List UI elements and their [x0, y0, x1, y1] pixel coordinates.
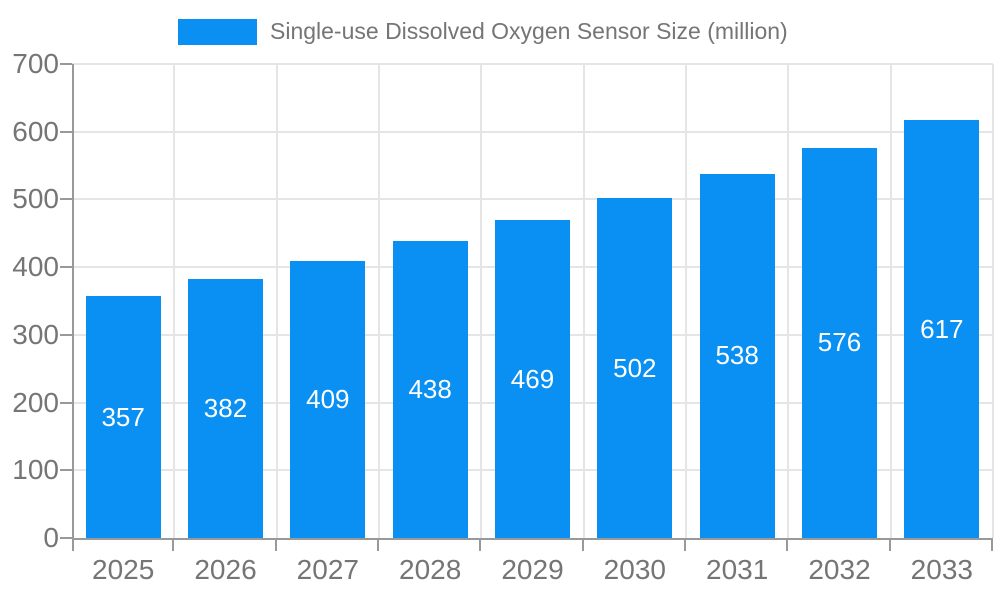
- bar-value-label: 382: [203, 393, 248, 424]
- legend-swatch[interactable]: [178, 18, 257, 45]
- x-axis-line: [72, 538, 993, 540]
- y-axis-label: 200: [12, 386, 59, 418]
- bar-value-label: 617: [920, 313, 964, 344]
- x-axis-tick: [72, 538, 74, 551]
- bar[interactable]: 576: [802, 147, 877, 538]
- x-axis-label: 2025: [92, 554, 155, 585]
- y-axis-tick: [60, 537, 72, 539]
- bar[interactable]: 469: [495, 220, 570, 538]
- gridline-vertical: [787, 64, 790, 538]
- y-axis-tick: [60, 266, 72, 269]
- bar-value-label: 576: [817, 327, 862, 358]
- y-axis-label: 400: [12, 251, 59, 283]
- bar-value-label: 538: [715, 340, 759, 371]
- x-axis-tick: [786, 538, 789, 551]
- x-axis-label: 2028: [399, 554, 462, 585]
- y-axis-label: 0: [43, 522, 59, 553]
- gridline-vertical: [173, 64, 176, 538]
- gridline-vertical: [480, 64, 483, 538]
- bar-value-label: 357: [101, 401, 145, 432]
- x-axis-label: 2029: [501, 554, 564, 585]
- x-axis-label: 2031: [706, 554, 769, 585]
- x-axis-tick: [377, 538, 379, 551]
- gridline-horizontal: [72, 198, 993, 201]
- legend[interactable]: Single-use Dissolved Oxygen Sensor Size …: [178, 18, 788, 45]
- bar-value-label: 469: [510, 363, 555, 394]
- y-axis-tick: [60, 401, 72, 404]
- bar-value-label: 438: [408, 374, 452, 405]
- bar-value-label: 502: [613, 352, 657, 383]
- gridline-vertical: [582, 64, 585, 538]
- y-axis-tick: [60, 130, 72, 133]
- y-axis-label: 700: [12, 48, 59, 79]
- gridline-vertical: [378, 64, 380, 538]
- y-axis-label: 300: [12, 318, 59, 350]
- gridline-vertical: [275, 64, 278, 538]
- legend-label[interactable]: Single-use Dissolved Oxygen Sensor Size …: [270, 18, 788, 44]
- x-axis-tick: [888, 538, 891, 551]
- x-axis-tick: [172, 538, 175, 551]
- y-axis-tick: [60, 198, 72, 201]
- x-axis-tick: [479, 538, 482, 551]
- gridline-horizontal: [72, 130, 993, 133]
- y-axis-tick: [60, 333, 72, 336]
- bar[interactable]: 502: [597, 198, 673, 538]
- bar[interactable]: 538: [699, 173, 775, 538]
- x-axis-tick: [274, 538, 277, 551]
- plot-area: 0 100 200 300 400 500 600 700 357 2025 382 2026 409 2…: [12, 48, 994, 585]
- gridline-vertical: [889, 64, 892, 538]
- x-axis-label: 2032: [808, 554, 871, 585]
- bar[interactable]: 438: [392, 241, 468, 538]
- bar[interactable]: 382: [188, 279, 263, 538]
- y-axis-tick: [60, 63, 72, 65]
- y-axis-label: 100: [12, 454, 59, 486]
- bar[interactable]: 357: [85, 296, 161, 538]
- y-axis-line: [72, 64, 74, 538]
- y-axis-tick: [60, 469, 72, 472]
- y-axis-label: 600: [12, 115, 59, 147]
- bar-value-label: 409: [306, 384, 350, 415]
- x-axis-label: 2033: [910, 554, 973, 585]
- x-axis-tick: [684, 538, 686, 551]
- bar[interactable]: 617: [904, 120, 980, 538]
- gridline-vertical: [685, 64, 687, 538]
- gridline-horizontal: [72, 63, 993, 65]
- gridline-vertical: [992, 64, 994, 538]
- x-axis-tick: [991, 538, 993, 551]
- x-axis-tick: [581, 538, 584, 551]
- x-axis-label: 2030: [603, 554, 666, 585]
- bar[interactable]: 409: [290, 261, 366, 538]
- x-axis-label: 2026: [194, 554, 257, 585]
- y-axis-label: 500: [12, 183, 59, 215]
- x-axis-label: 2027: [296, 554, 359, 585]
